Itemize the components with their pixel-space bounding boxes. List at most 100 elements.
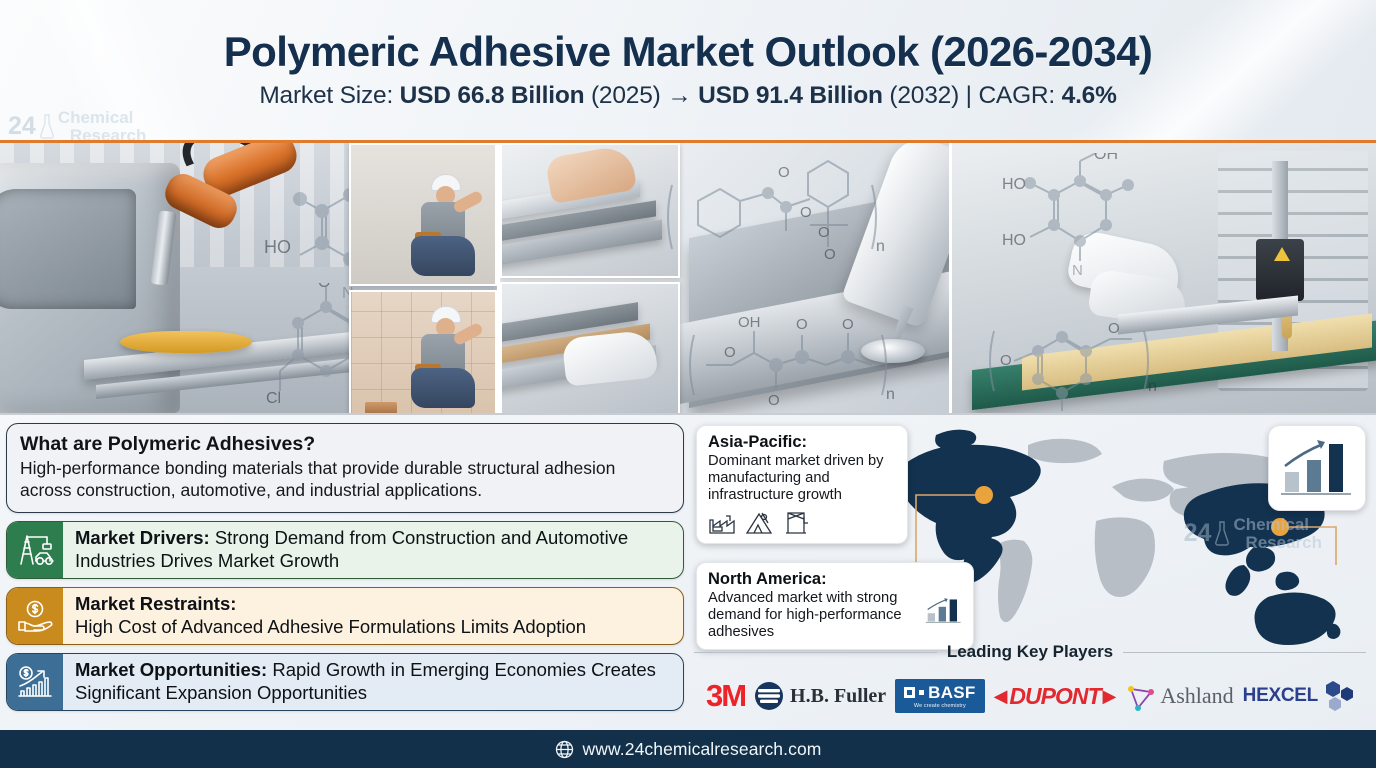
- logo-hexcel[interactable]: HEXCEL: [1243, 679, 1356, 713]
- regional-map-area: Asia-Pacific: Dominant market driven by …: [694, 423, 1370, 655]
- content-body: What are Polymeric Adhesives? High-perfo…: [0, 415, 1376, 730]
- logo-3m-text: 3M: [706, 678, 747, 713]
- world-map: [897, 429, 1341, 645]
- market-drivers-text: Strong Demand from Construction and Auto…: [75, 527, 629, 571]
- definition-body: High-performance bonding materials that …: [20, 458, 616, 501]
- arrow-glyph: →: [667, 82, 692, 110]
- header: Polymeric Adhesive Market Outlook (2026-…: [0, 0, 1376, 140]
- basf-dot-icon: [919, 689, 925, 695]
- worker-head: [436, 318, 455, 337]
- logo-basf[interactable]: BASF We create chemistry: [895, 678, 985, 714]
- logo-basf-wordmark: BASF: [904, 684, 975, 701]
- adhesive-bead: [120, 331, 252, 353]
- hero-pane-automotive: OH HO N: [0, 143, 497, 413]
- logo-basf-tagline: We create chemistry: [913, 702, 966, 709]
- inset-tiling-worker: [349, 290, 497, 413]
- factory-icon: [709, 515, 735, 534]
- logo-hb-fuller-text: H.B. Fuller: [790, 684, 887, 707]
- logo-ashland-text: Ashland: [1160, 683, 1234, 708]
- market-restraints-text-wrap: Market Restraints: High Cost of Advanced…: [63, 588, 683, 644]
- logo-hexcel-text: HEXCEL: [1242, 685, 1319, 706]
- dupont-left-arrow-icon: ◀: [993, 685, 1008, 706]
- market-opportunities-text: Rapid Growth in Emerging Economies Creat…: [75, 659, 656, 703]
- logo-hb-fuller[interactable]: H.B. Fuller: [754, 681, 886, 711]
- growth-chart-icon: [925, 598, 961, 623]
- market-size-label: Market Size:: [259, 82, 394, 110]
- market-restraints-text: High Cost of Advanced Adhesive Formulati…: [75, 615, 587, 637]
- hb-fuller-mark-icon: [755, 682, 784, 710]
- adhesive-droplet: [861, 339, 925, 363]
- dupont-right-arrow-icon: ▶: [1102, 685, 1117, 706]
- watermark-line-2: Research: [69, 125, 147, 140]
- inset-composite-layers: [500, 143, 680, 278]
- logo-dupont-text: DUPONT: [1009, 682, 1101, 709]
- divider-right: [1123, 651, 1366, 653]
- growth-bar-chart-dollar-icon: [7, 653, 63, 710]
- inset-drywall-worker: [349, 143, 497, 286]
- left-column: What are Polymeric Adhesives? High-perfo…: [6, 423, 684, 730]
- inset-flooring-layers: [500, 282, 680, 413]
- watermark-line-2: Research: [1245, 532, 1322, 552]
- worker-head: [436, 186, 455, 205]
- asia-pacific-icon-row: [708, 509, 897, 535]
- leading-key-players-section: Leading Key Players 3M: [694, 640, 1366, 726]
- watermark-line-1: Chemical: [57, 108, 134, 128]
- market-size-end-year: (2032): [889, 82, 960, 110]
- hand-holding-coin-icon: [7, 587, 63, 644]
- market-growth-chart-badge[interactable]: [1268, 425, 1366, 511]
- market-size-end-value: USD 91.4 Billion: [698, 82, 883, 110]
- right-column: Asia-Pacific: Dominant market driven by …: [694, 423, 1370, 730]
- dispensing-nozzle-flow: [1282, 299, 1292, 339]
- north-america-callout[interactable]: North America: Advanced market with stro…: [696, 562, 974, 651]
- mining-icon: [745, 512, 773, 534]
- footer-url[interactable]: www.24chemicalresearch.com: [582, 738, 822, 759]
- asia-pacific-callout[interactable]: Asia-Pacific: Dominant market driven by …: [696, 425, 908, 545]
- gantry-dispenser-head: [1256, 239, 1304, 301]
- asia-pacific-body: Dominant market driven by manufacturing …: [708, 452, 884, 504]
- robotic-arm: [150, 143, 302, 307]
- market-opportunities-card[interactable]: Market Opportunities: Rapid Growth in Em…: [6, 652, 684, 711]
- market-opportunities-text-wrap: Market Opportunities: Rapid Growth in Em…: [63, 654, 683, 710]
- player-logos-row: 3M H.B. Fuller: [694, 664, 1366, 722]
- tiling-worker-figure: [405, 306, 485, 410]
- footer-bar: www.24chemicalresearch.com: [0, 730, 1376, 768]
- watermark-number: 24: [8, 112, 36, 140]
- ashland-mark-icon: [1128, 686, 1155, 711]
- flask-icon: [1215, 520, 1230, 546]
- hexcel-hexagons-icon: [1325, 681, 1353, 711]
- market-size-start-value: USD 66.8 Billion: [399, 82, 585, 110]
- logo-ashland[interactable]: Ashland: [1125, 680, 1234, 712]
- watermark-header: 24 Chemical Research: [8, 109, 146, 140]
- worker-legs: [411, 236, 475, 276]
- logo-3m[interactable]: 3M: [706, 678, 747, 714]
- definition-card: What are Polymeric Adhesives? High-perfo…: [6, 423, 684, 513]
- brick-block: [365, 402, 397, 413]
- market-size-start-year: (2025): [590, 82, 661, 110]
- north-america-text-wrap: North America: Advanced market with stro…: [708, 570, 918, 641]
- watermark-number: 24: [1183, 519, 1212, 548]
- map-connectors: [915, 494, 1337, 575]
- globe-icon: [555, 740, 573, 758]
- market-restraints-card[interactable]: Market Restraints: High Cost of Advanced…: [6, 586, 684, 645]
- logo-dupont[interactable]: ◀ DUPONT ▶: [994, 683, 1117, 710]
- divider-left: [694, 651, 937, 653]
- cagr-value: 4.6%: [1061, 82, 1117, 110]
- crane-and-car-icon: [7, 521, 63, 578]
- hero-image-band: OH HO N: [0, 140, 1376, 415]
- worker-arm: [451, 321, 485, 347]
- players-heading: Leading Key Players: [946, 642, 1114, 661]
- asia-pacific-title: Asia-Pacific:: [708, 433, 808, 451]
- north-america-highlight: [897, 429, 1041, 583]
- market-drivers-text-wrap: Market Drivers: Strong Demand from Const…: [63, 522, 683, 578]
- market-drivers-label: Market Drivers:: [75, 527, 210, 549]
- watermark-body: 24 Chemical Research: [1184, 516, 1322, 551]
- market-opportunities-label: Market Opportunities:: [75, 659, 268, 681]
- gloved-hand: [561, 329, 659, 387]
- separator-glyph: |: [965, 82, 972, 110]
- market-drivers-card[interactable]: Market Drivers: Strong Demand from Const…: [6, 520, 684, 579]
- asia-pacific-marker: [1271, 518, 1289, 536]
- worker-arm: [451, 189, 485, 215]
- cagr-label: CAGR:: [978, 82, 1056, 110]
- watermark-line-1: Chemical: [1233, 515, 1310, 535]
